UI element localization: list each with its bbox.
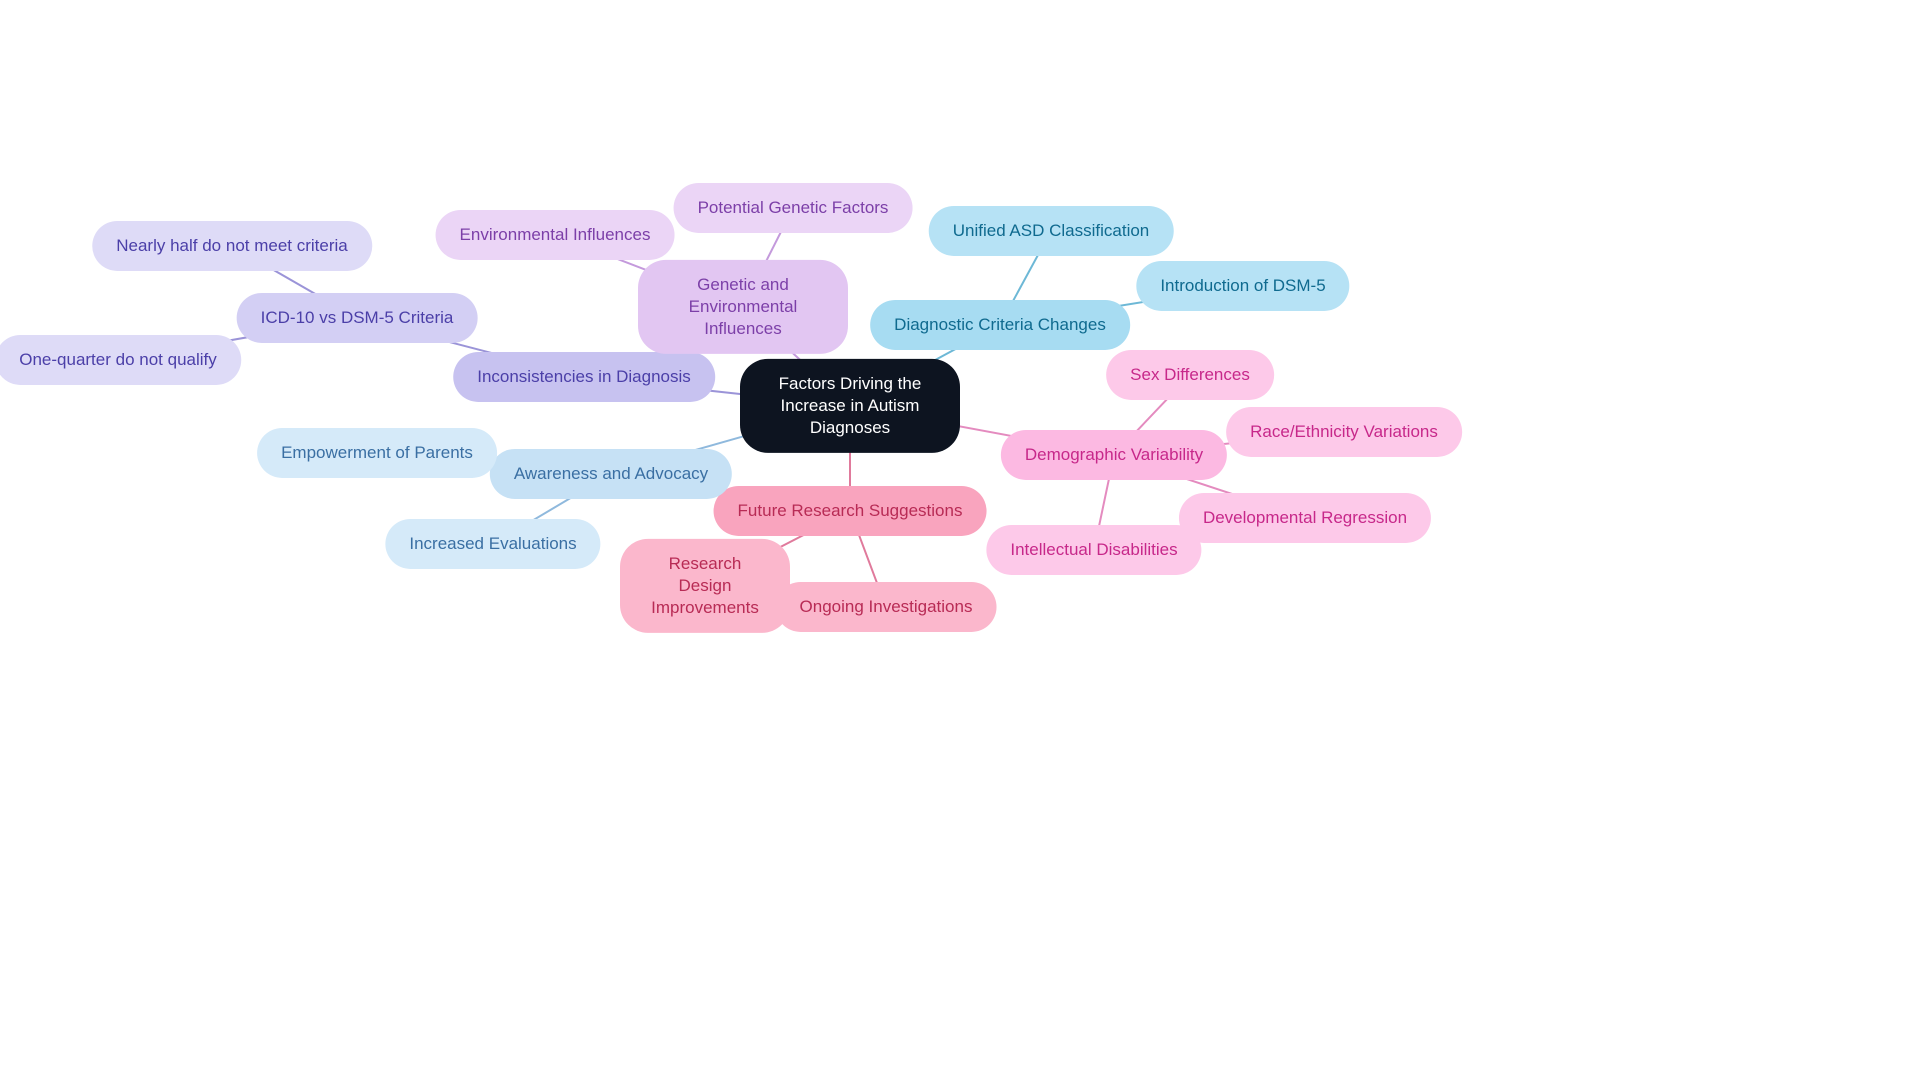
child-node: ICD-10 vs DSM-5 Criteria: [237, 293, 478, 343]
child-node: Developmental Regression: [1179, 493, 1431, 543]
child-node: Introduction of DSM-5: [1136, 261, 1349, 311]
child-node: Race/Ethnicity Variations: [1226, 407, 1462, 457]
child-node: Unified ASD Classification: [929, 206, 1174, 256]
child-node: Environmental Influences: [436, 210, 675, 260]
child-node: Sex Differences: [1106, 350, 1274, 400]
branch-node: Diagnostic Criteria Changes: [870, 300, 1130, 350]
child-node: Empowerment of Parents: [257, 428, 497, 478]
edges-layer: [0, 0, 1920, 1083]
branch-node: Demographic Variability: [1001, 430, 1227, 480]
center-node: Factors Driving the Increase in Autism D…: [740, 359, 960, 453]
branch-node: Awareness and Advocacy: [490, 449, 732, 499]
child-node: Potential Genetic Factors: [674, 183, 913, 233]
grandchild-node: One-quarter do not qualify: [0, 335, 241, 385]
child-node: Research Design Improvements: [620, 539, 790, 633]
child-node: Ongoing Investigations: [776, 582, 997, 632]
child-node: Intellectual Disabilities: [986, 525, 1201, 575]
grandchild-node: Nearly half do not meet criteria: [92, 221, 372, 271]
child-node: Increased Evaluations: [385, 519, 600, 569]
branch-node: Genetic and Environmental Influences: [638, 260, 848, 354]
branch-node: Future Research Suggestions: [714, 486, 987, 536]
branch-node: Inconsistencies in Diagnosis: [453, 352, 715, 402]
